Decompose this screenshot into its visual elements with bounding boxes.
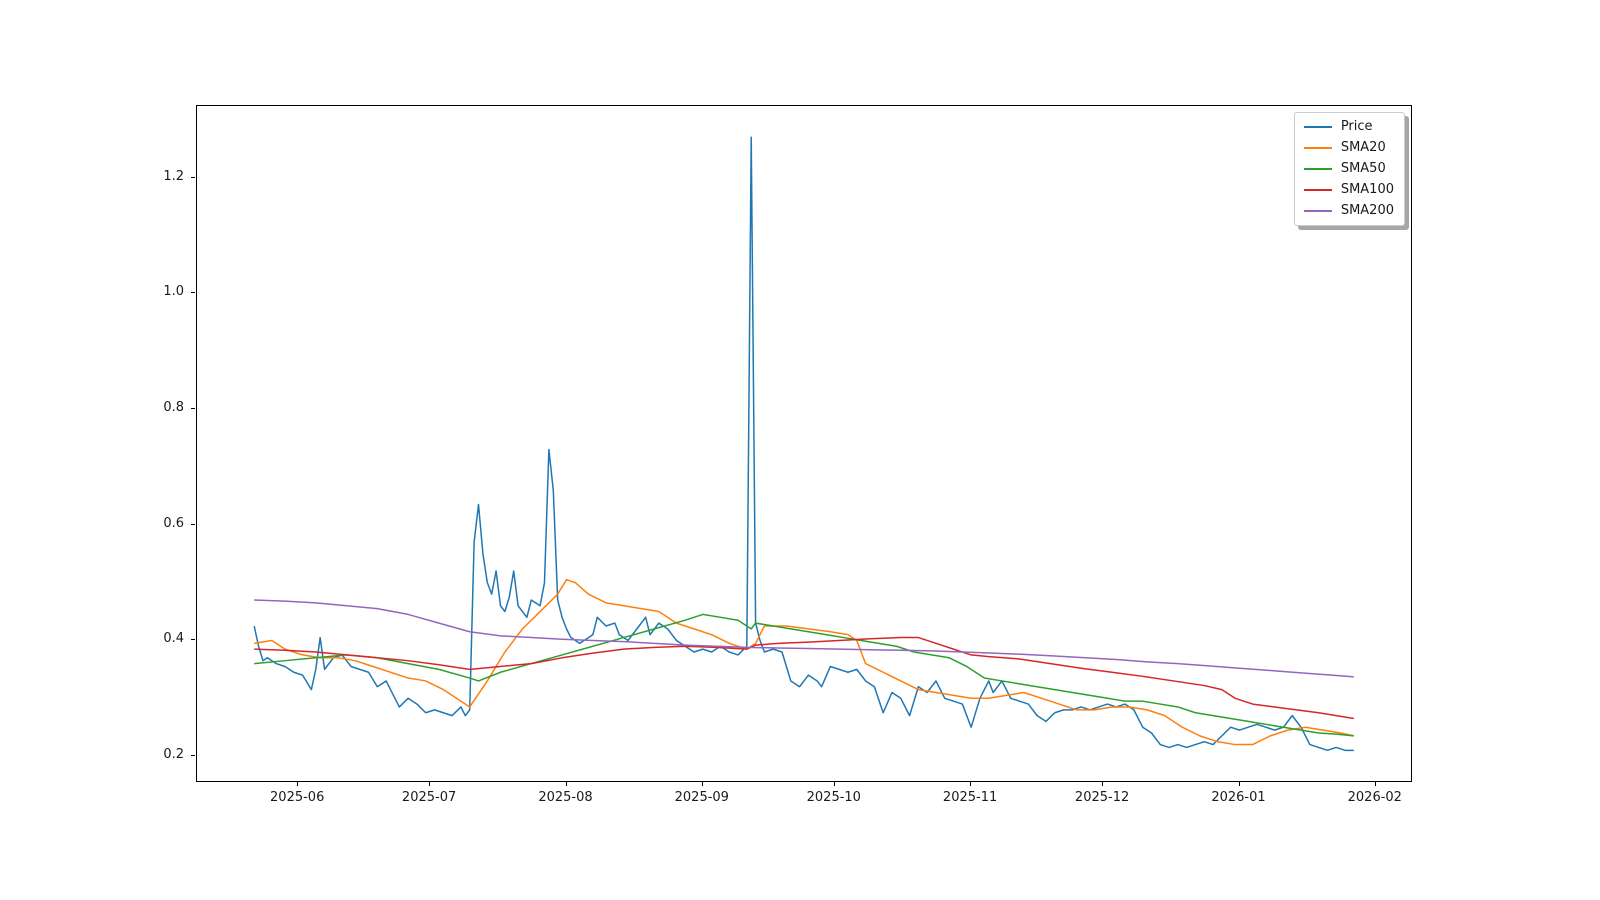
x-tick-mark [1238, 782, 1240, 786]
x-tick-label: 2026-02 [1347, 790, 1402, 805]
y-tick-label: 1.2 [163, 168, 184, 184]
plot-area [196, 105, 1412, 782]
legend-label: SMA20 [1340, 140, 1386, 155]
legend-item-price: Price [1303, 119, 1394, 134]
y-tick-label: 0.4 [163, 631, 184, 647]
series-line-price [253, 136, 1354, 752]
legend-label: SMA50 [1340, 161, 1386, 176]
chart-series-canvas [253, 136, 1354, 752]
x-tick-label: 2025-10 [806, 790, 861, 805]
legend-label: SMA100 [1340, 182, 1394, 197]
x-tick-mark [565, 782, 567, 786]
x-tick-label: 2025-08 [538, 790, 593, 805]
x-tick-mark [297, 782, 299, 786]
x-tick-label: 2025-09 [674, 790, 729, 805]
y-tick-label: 1.0 [163, 284, 184, 300]
legend-label: SMA200 [1340, 203, 1394, 218]
x-tick-label: 2025-06 [270, 790, 325, 805]
y-tick-label: 0.6 [163, 515, 184, 531]
series-line-sma50 [254, 613, 1354, 737]
sma20-line-swatch-icon [1303, 147, 1332, 149]
legend-item-sma50: SMA50 [1303, 161, 1394, 176]
sma100-line-swatch-icon [1303, 189, 1332, 191]
legend-item-sma20: SMA20 [1303, 140, 1394, 155]
y-tick-mark [191, 408, 195, 410]
x-tick-label: 2026-01 [1211, 790, 1266, 805]
x-tick-mark [1102, 782, 1104, 786]
legend-item-sma100: SMA100 [1303, 182, 1394, 197]
y-tick-label: 0.8 [163, 400, 184, 416]
legend-item-sma200: SMA200 [1303, 203, 1394, 218]
y-tick-mark [191, 523, 195, 525]
y-tick-mark [191, 755, 195, 757]
y-tick-mark [191, 176, 195, 178]
y-tick-label: 0.2 [163, 747, 184, 763]
x-tick-mark [833, 782, 835, 786]
x-tick-mark [701, 782, 703, 786]
sma50-line-swatch-icon [1303, 168, 1332, 170]
series-line-sma100 [254, 636, 1354, 720]
y-tick-mark [191, 639, 195, 641]
sma200-line-swatch-icon [1303, 210, 1332, 212]
x-tick-label: 2025-12 [1074, 790, 1130, 805]
x-tick-mark [970, 782, 972, 786]
series-line-sma20 [254, 578, 1354, 746]
y-tick-mark [191, 292, 195, 294]
x-tick-mark [1374, 782, 1376, 786]
legend: Price SMA20 SMA50 SMA100 SMA200 [1293, 112, 1405, 226]
price-line-swatch-icon [1303, 126, 1332, 128]
x-tick-label: 2025-11 [942, 790, 998, 805]
x-tick-label: 2025-07 [401, 790, 457, 805]
legend-label: Price [1340, 119, 1373, 134]
x-tick-mark [429, 782, 431, 786]
series-line-sma200 [254, 599, 1354, 678]
